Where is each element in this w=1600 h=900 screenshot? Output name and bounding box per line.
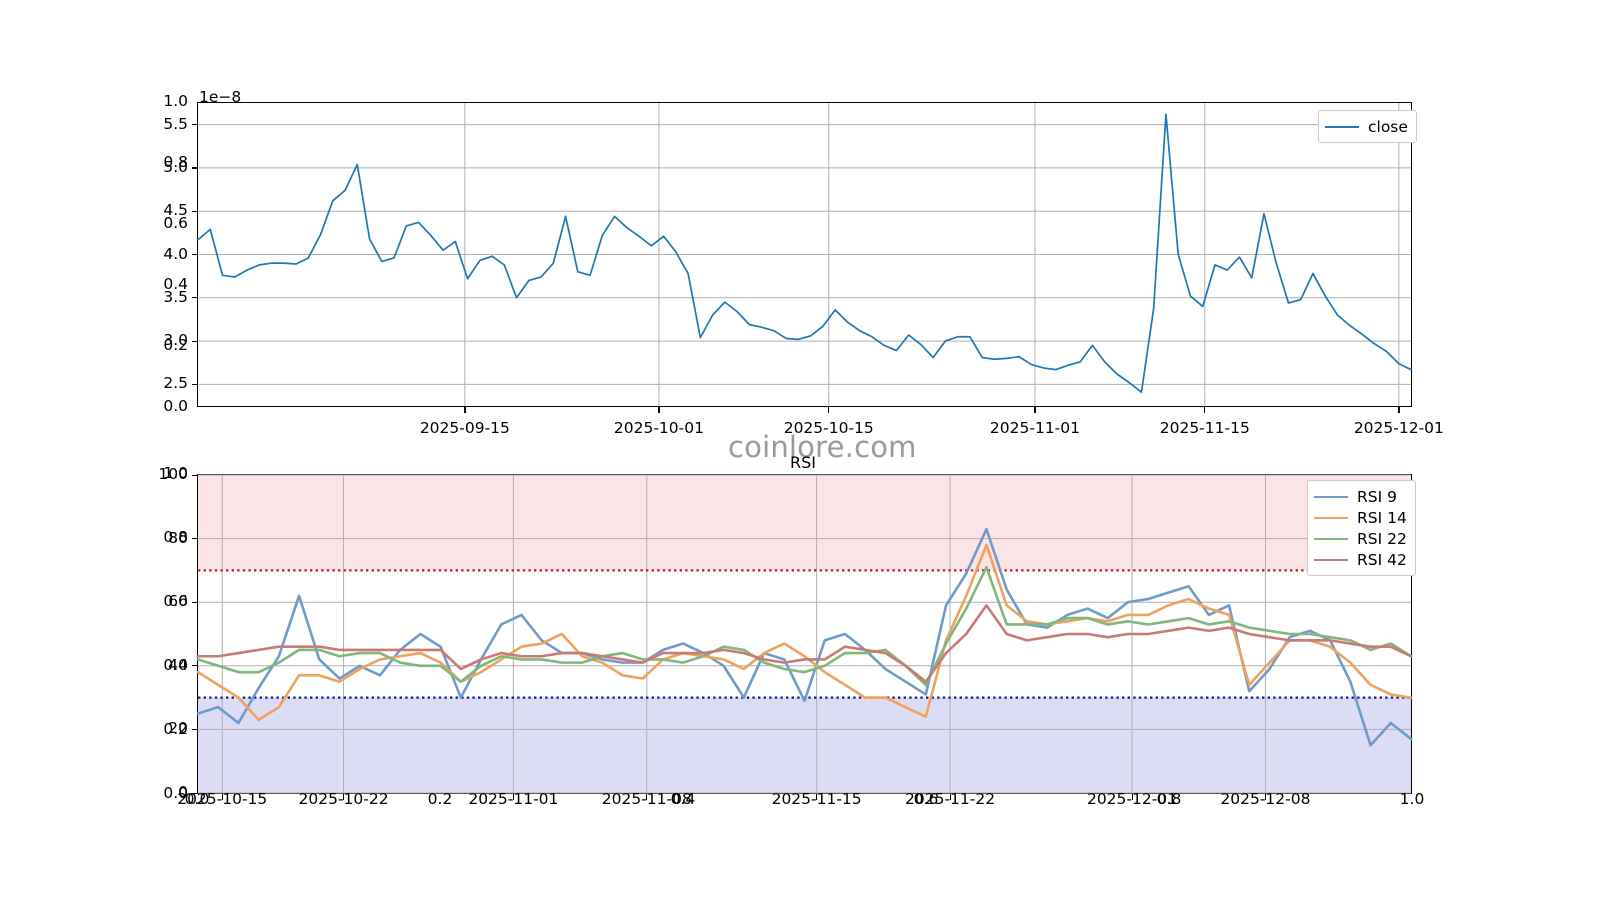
rsi-y-tick-label-overlay: 0.4: [163, 656, 188, 674]
rsi-y-tick-label: 80: [168, 528, 188, 547]
price-y-tickmark: [192, 383, 198, 386]
price-y-tickmark: [192, 124, 198, 126]
rsi-x-tick-label-overlay: 0.2: [427, 790, 453, 808]
rsi-legend[interactable]: RSI 9 RSI 14 RSI 22 RSI 42: [1307, 480, 1416, 576]
rsi-x-tickmark: [1131, 794, 1133, 800]
rsi-legend-label: RSI 9: [1357, 487, 1397, 506]
rsi-y-tickmark: [192, 601, 198, 603]
rsi-y-tickmark: [192, 665, 198, 667]
rsi-y-tick-label-overlay: 0.8: [163, 528, 188, 546]
rsi-legend-swatch-icon: [1314, 495, 1348, 498]
rsi-y-tick-label-overlay: 0.2: [163, 720, 188, 738]
rsi-y-tickmark: [192, 538, 198, 540]
price-legend-item[interactable]: close: [1325, 116, 1408, 137]
price-x-tickmark: [828, 407, 830, 413]
rsi-legend-item[interactable]: RSI 42: [1314, 549, 1407, 570]
price-y-tick-label: 5.5: [163, 114, 188, 133]
rsi-legend-swatch-icon: [1314, 558, 1348, 561]
rsi-legend-label: RSI 42: [1357, 550, 1407, 569]
price-y-tick-label-overlay: 0.6: [163, 214, 188, 232]
rsi-y-tickmark: [192, 792, 198, 794]
rsi-x-tickmark: [816, 794, 818, 800]
price-x-tick-label: 2025-12-01: [1353, 419, 1444, 437]
rsi-subplot-title: RSI: [790, 453, 816, 472]
rsi-x-tick-label-overlay: 0.6: [913, 790, 939, 808]
rsi-y-tick-label: 40: [168, 655, 188, 674]
price-y-tick-label-overlay: 0.0: [163, 397, 188, 415]
price-y-tickmark: [192, 340, 198, 342]
price-x-tick-label: 2025-10-15: [783, 419, 874, 437]
rsi-legend-swatch-icon: [1314, 516, 1348, 519]
price-legend-label: close: [1368, 117, 1408, 136]
price-x-tick-label: 2025-11-15: [1159, 419, 1250, 437]
rsi-x-tickmark: [646, 794, 648, 800]
rsi-y-tick-label-overlay: 0.6: [163, 592, 188, 610]
price-x-tickmark: [1204, 407, 1206, 413]
price-x-tickmark: [1034, 407, 1036, 413]
rsi-y-tickmark: [192, 728, 198, 731]
rsi-x-tick-label-overlay: 0.4: [670, 790, 696, 808]
price-y-tick-label: 4.5: [163, 201, 188, 220]
rsi-y-tick-label: 60: [168, 592, 188, 611]
rsi-x-tickmark: [221, 794, 223, 800]
price-chart-axes: [197, 102, 1412, 407]
rsi-x-tickmark: [1264, 794, 1267, 800]
price-y-tick-label-overlay: 1.0: [163, 92, 188, 110]
price-y-tickmark: [192, 297, 198, 299]
price-x-tickmark: [658, 407, 660, 413]
price-x-tick-label: 2025-10-01: [613, 419, 704, 437]
rsi-y-tick-label-overlay: 1.0: [163, 464, 188, 482]
price-y-tickmark: [192, 210, 198, 212]
price-y-tick-label: 5.0: [163, 157, 188, 176]
rsi-x-tick-label-overlay: 0.8: [1156, 790, 1182, 808]
rsi-x-tickmark: [512, 794, 515, 800]
rsi-legend-item[interactable]: RSI 9: [1314, 486, 1407, 507]
price-y-tick-label-overlay: 0.8: [163, 153, 188, 171]
price-plot-area: [197, 103, 1412, 406]
rsi-legend-label: RSI 14: [1357, 508, 1407, 527]
price-y-tick-label: 3.0: [163, 331, 188, 350]
rsi-y-tick-label: 100: [158, 465, 188, 483]
price-x-tickmark: [1398, 407, 1400, 413]
price-y-tick-label-overlay: 0.2: [163, 336, 188, 354]
rsi-legend-item[interactable]: RSI 14: [1314, 507, 1407, 528]
price-x-tick-label: 2025-11-01: [989, 419, 1081, 437]
rsi-legend-label: RSI 22: [1357, 529, 1407, 548]
rsi-y-tick-label: 20: [168, 719, 188, 738]
price-y-tick-label: 4.0: [163, 244, 188, 263]
rsi-plot-area: [196, 474, 1413, 794]
price-x-tickmark: [464, 407, 466, 413]
rsi-legend-swatch-icon: [1314, 537, 1348, 540]
price-y-tick-label: 3.5: [163, 287, 188, 306]
price-legend-swatch-icon: [1325, 125, 1359, 128]
rsi-x-tick-label-overlay: 0.0: [184, 790, 210, 808]
rsi-y-tick-label-overlay: 0.0: [163, 784, 188, 802]
rsi-x-tickmark: [949, 794, 951, 800]
price-legend[interactable]: close: [1318, 110, 1417, 143]
price-y-tickmark: [192, 167, 198, 169]
price-y-tick-label-overlay: 0.4: [163, 275, 188, 293]
price-x-tick-label: 2025-09-15: [419, 419, 510, 437]
rsi-legend-item[interactable]: RSI 22: [1314, 528, 1407, 549]
price-y-tick-label: 2.5: [163, 374, 188, 393]
rsi-chart-axes: [196, 474, 1413, 794]
rsi-x-tickmark: [343, 794, 345, 800]
price-y-tickmark: [192, 254, 198, 256]
rsi-y-tickmark: [192, 474, 198, 476]
coinlore-watermark: coinlore.com: [728, 430, 917, 464]
rsi-x-tick-label-overlay: 1.0: [1399, 790, 1425, 808]
price-y-offset-text: 1e−8: [199, 88, 242, 106]
rsi-y-tick-label: 0: [178, 783, 188, 801]
